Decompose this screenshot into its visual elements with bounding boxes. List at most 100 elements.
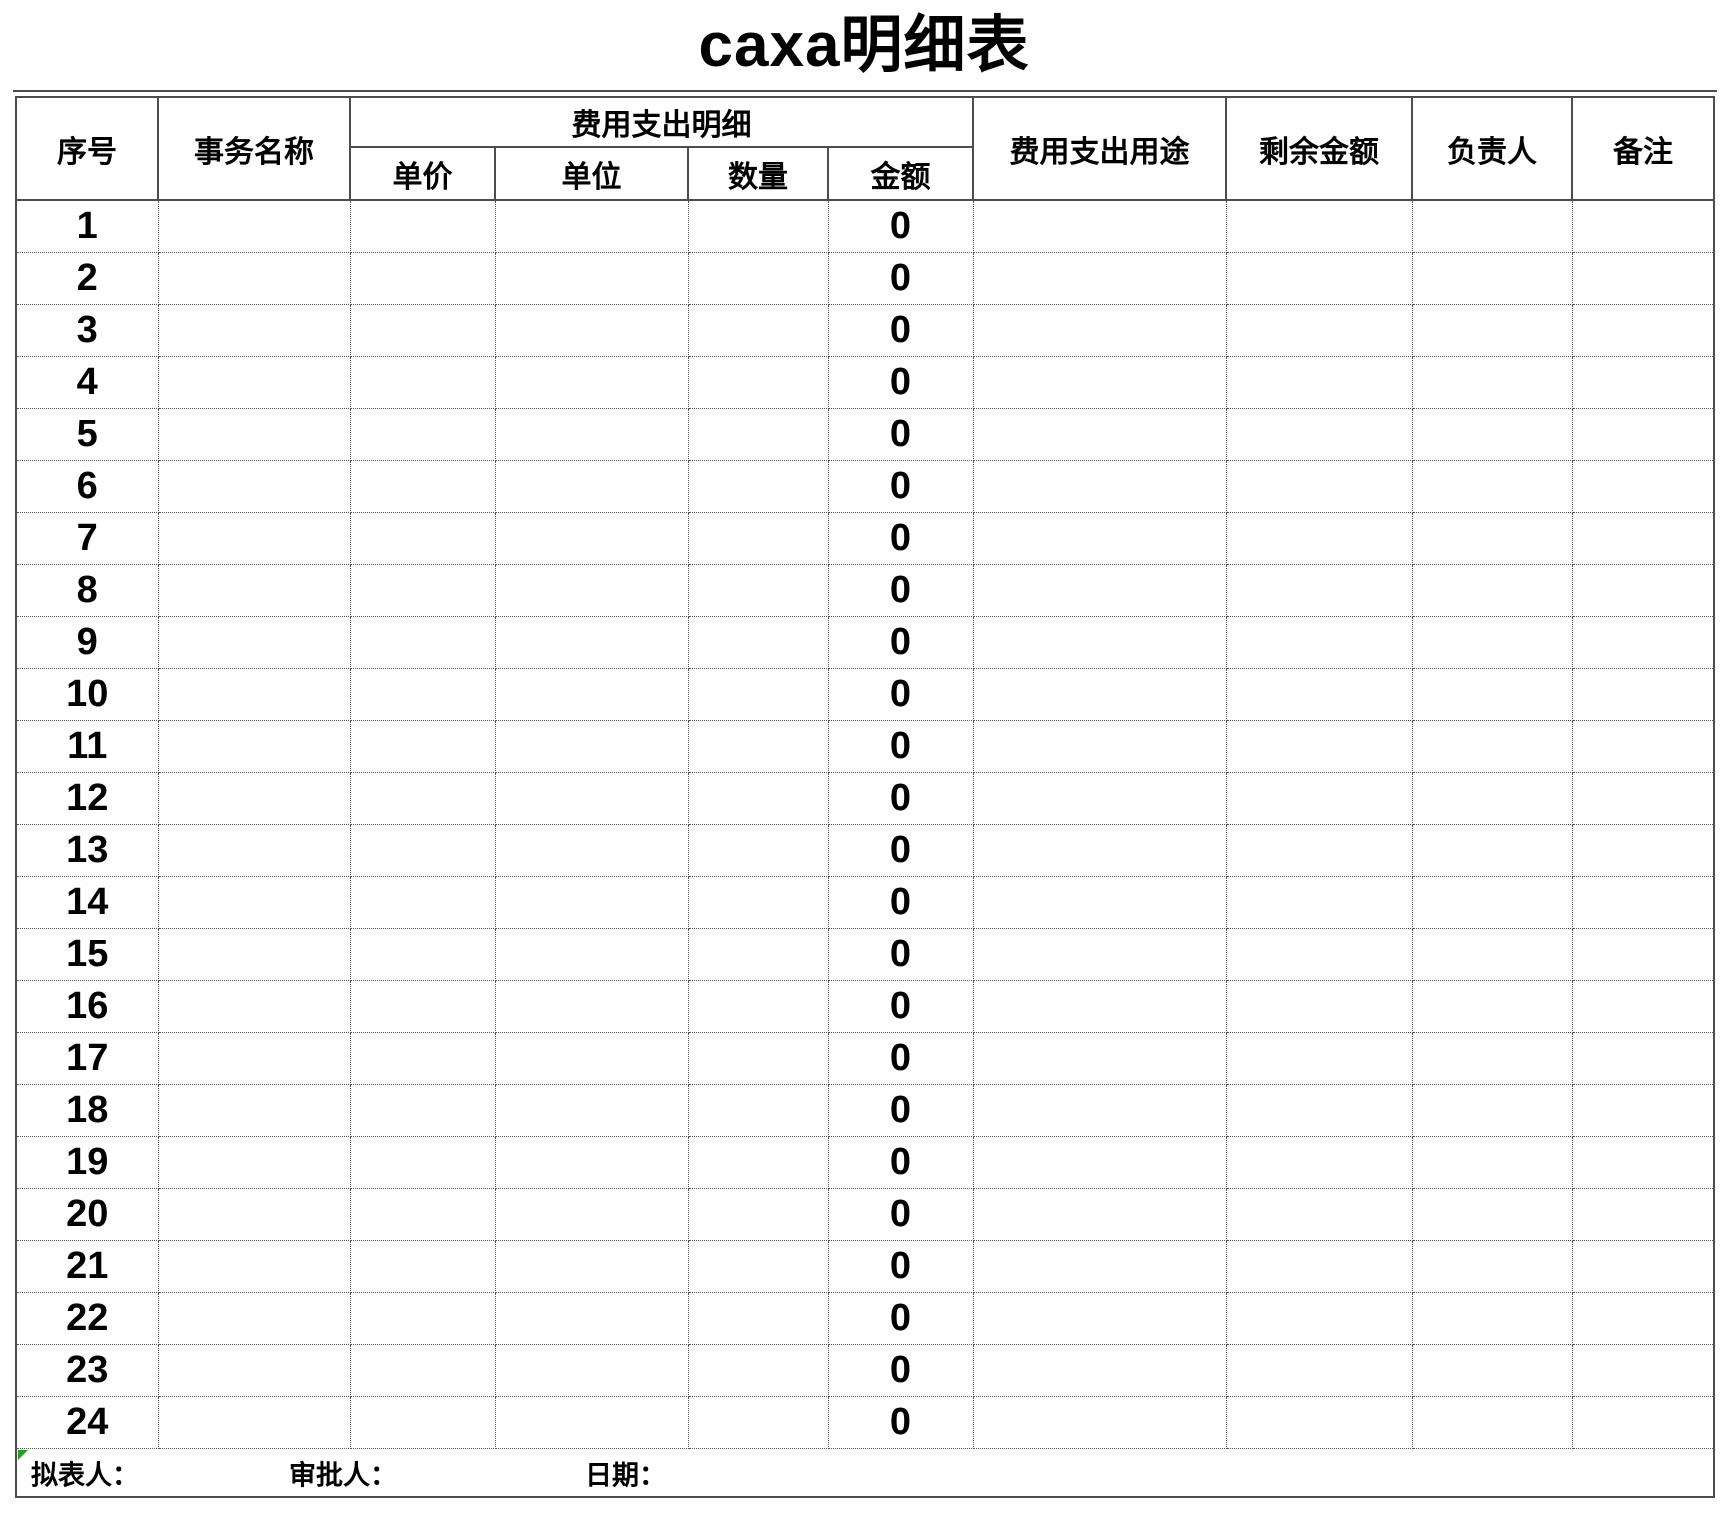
unit-cell[interactable] — [494, 616, 689, 669]
transaction-name-cell[interactable] — [157, 356, 351, 409]
quantity-cell[interactable] — [687, 1240, 829, 1293]
quantity-cell[interactable] — [687, 199, 829, 253]
unit-price-cell[interactable] — [349, 304, 496, 357]
note-cell[interactable] — [1571, 668, 1715, 721]
note-cell[interactable] — [1571, 720, 1715, 773]
owner-cell[interactable] — [1411, 1084, 1573, 1137]
unit-cell[interactable] — [494, 772, 689, 825]
amount-cell[interactable]: 0 — [827, 928, 974, 981]
transaction-name-cell[interactable] — [157, 252, 351, 305]
note-cell[interactable] — [1571, 1032, 1715, 1085]
transaction-name-cell[interactable] — [157, 616, 351, 669]
purpose-cell[interactable] — [972, 720, 1227, 773]
transaction-name-cell[interactable] — [157, 1344, 351, 1397]
remaining-cell[interactable] — [1225, 1136, 1413, 1189]
unit-price-cell[interactable] — [349, 564, 496, 617]
unit-price-cell[interactable] — [349, 928, 496, 981]
quantity-cell[interactable] — [687, 1136, 829, 1189]
unit-cell[interactable] — [494, 304, 689, 357]
quantity-cell[interactable] — [687, 928, 829, 981]
owner-cell[interactable] — [1411, 512, 1573, 565]
purpose-cell[interactable] — [972, 1292, 1227, 1345]
unit-cell[interactable] — [494, 1292, 689, 1345]
owner-cell[interactable] — [1411, 356, 1573, 409]
amount-cell[interactable]: 0 — [827, 1396, 974, 1449]
owner-cell[interactable] — [1411, 616, 1573, 669]
owner-cell[interactable] — [1411, 1032, 1573, 1085]
note-cell[interactable] — [1571, 980, 1715, 1033]
amount-cell[interactable]: 0 — [827, 1084, 974, 1137]
amount-cell[interactable]: 0 — [827, 876, 974, 929]
quantity-cell[interactable] — [687, 720, 829, 773]
purpose-cell[interactable] — [972, 824, 1227, 877]
quantity-cell[interactable] — [687, 304, 829, 357]
note-cell[interactable] — [1571, 1396, 1715, 1449]
unit-price-cell[interactable] — [349, 1188, 496, 1241]
amount-cell[interactable]: 0 — [827, 408, 974, 461]
unit-price-cell[interactable] — [349, 1136, 496, 1189]
transaction-name-cell[interactable] — [157, 1136, 351, 1189]
unit-cell[interactable] — [494, 1240, 689, 1293]
unit-price-cell[interactable] — [349, 1344, 496, 1397]
remaining-cell[interactable] — [1225, 252, 1413, 305]
unit-price-cell[interactable] — [349, 408, 496, 461]
transaction-name-cell[interactable] — [157, 668, 351, 721]
amount-cell[interactable]: 0 — [827, 356, 974, 409]
unit-price-cell[interactable] — [349, 1240, 496, 1293]
amount-cell[interactable]: 0 — [827, 1136, 974, 1189]
note-cell[interactable] — [1571, 199, 1715, 253]
amount-cell[interactable]: 0 — [827, 252, 974, 305]
unit-price-cell[interactable] — [349, 512, 496, 565]
transaction-name-cell[interactable] — [157, 772, 351, 825]
owner-cell[interactable] — [1411, 772, 1573, 825]
purpose-cell[interactable] — [972, 772, 1227, 825]
note-cell[interactable] — [1571, 824, 1715, 877]
owner-cell[interactable] — [1411, 928, 1573, 981]
owner-cell[interactable] — [1411, 408, 1573, 461]
unit-price-cell[interactable] — [349, 720, 496, 773]
note-cell[interactable] — [1571, 876, 1715, 929]
transaction-name-cell[interactable] — [157, 304, 351, 357]
transaction-name-cell[interactable] — [157, 460, 351, 513]
remaining-cell[interactable] — [1225, 668, 1413, 721]
note-cell[interactable] — [1571, 304, 1715, 357]
unit-price-cell[interactable] — [349, 356, 496, 409]
owner-cell[interactable] — [1411, 252, 1573, 305]
transaction-name-cell[interactable] — [157, 199, 351, 253]
amount-cell[interactable]: 0 — [827, 1292, 974, 1345]
unit-cell[interactable] — [494, 668, 689, 721]
note-cell[interactable] — [1571, 512, 1715, 565]
quantity-cell[interactable] — [687, 876, 829, 929]
transaction-name-cell[interactable] — [157, 1292, 351, 1345]
quantity-cell[interactable] — [687, 252, 829, 305]
unit-price-cell[interactable] — [349, 199, 496, 253]
owner-cell[interactable] — [1411, 1344, 1573, 1397]
amount-cell[interactable]: 0 — [827, 1240, 974, 1293]
unit-cell[interactable] — [494, 1396, 689, 1449]
unit-cell[interactable] — [494, 199, 689, 253]
quantity-cell[interactable] — [687, 512, 829, 565]
unit-cell[interactable] — [494, 928, 689, 981]
remaining-cell[interactable] — [1225, 824, 1413, 877]
purpose-cell[interactable] — [972, 1396, 1227, 1449]
unit-cell[interactable] — [494, 252, 689, 305]
remaining-cell[interactable] — [1225, 1396, 1413, 1449]
transaction-name-cell[interactable] — [157, 1240, 351, 1293]
quantity-cell[interactable] — [687, 668, 829, 721]
transaction-name-cell[interactable] — [157, 512, 351, 565]
quantity-cell[interactable] — [687, 564, 829, 617]
unit-price-cell[interactable] — [349, 824, 496, 877]
transaction-name-cell[interactable] — [157, 876, 351, 929]
owner-cell[interactable] — [1411, 824, 1573, 877]
remaining-cell[interactable] — [1225, 564, 1413, 617]
transaction-name-cell[interactable] — [157, 1188, 351, 1241]
quantity-cell[interactable] — [687, 1188, 829, 1241]
unit-cell[interactable] — [494, 1344, 689, 1397]
note-cell[interactable] — [1571, 252, 1715, 305]
remaining-cell[interactable] — [1225, 980, 1413, 1033]
transaction-name-cell[interactable] — [157, 564, 351, 617]
remaining-cell[interactable] — [1225, 1084, 1413, 1137]
remaining-cell[interactable] — [1225, 1344, 1413, 1397]
transaction-name-cell[interactable] — [157, 980, 351, 1033]
remaining-cell[interactable] — [1225, 1032, 1413, 1085]
